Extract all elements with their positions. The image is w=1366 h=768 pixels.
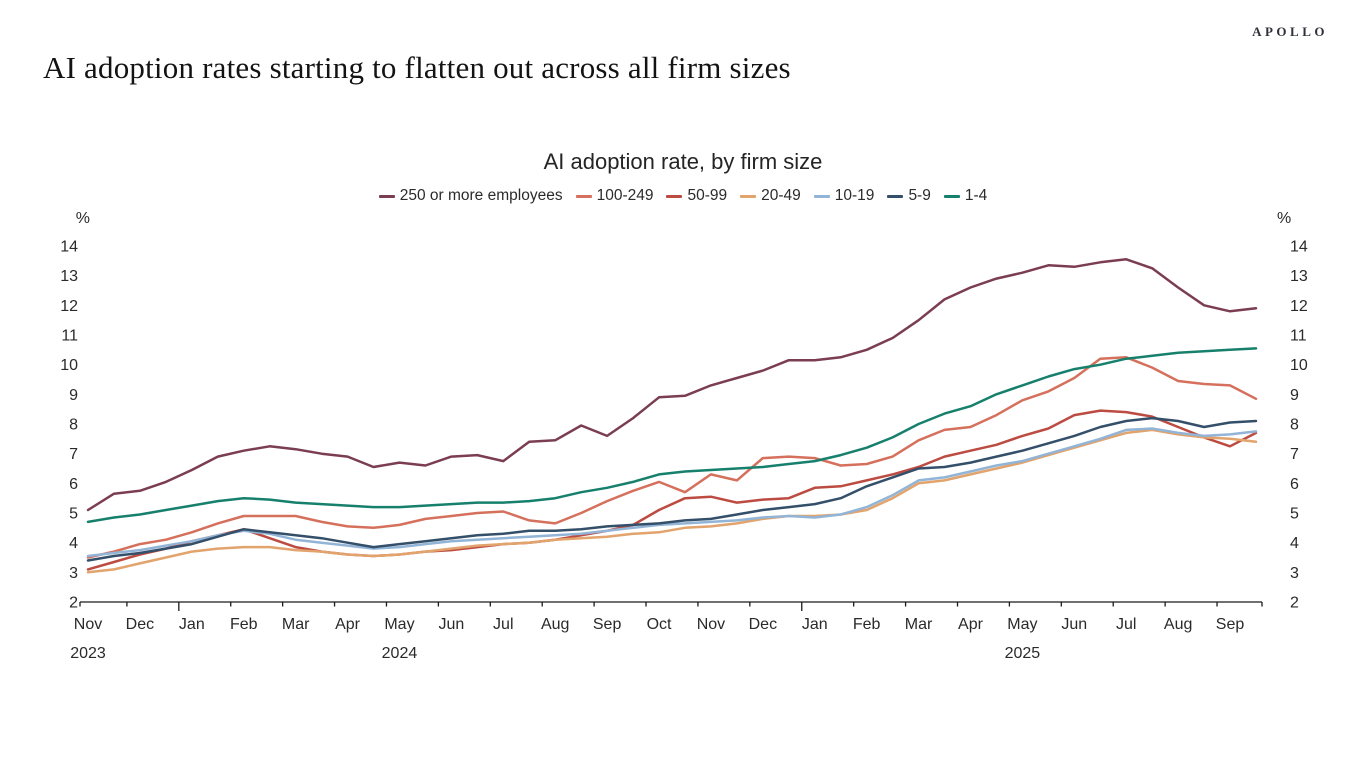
series-line-20-49 (86, 428, 1258, 574)
y-tick-label-right: 11 (1290, 328, 1307, 345)
y-tick-label-right: 8 (1290, 417, 1299, 434)
x-tick-label: Jul (1116, 616, 1136, 633)
x-tick-label: Sep (593, 616, 622, 633)
x-tick-label: Mar (905, 616, 933, 633)
legend-item-50-99: 50-99 (666, 187, 727, 205)
y-tick-label-right: 13 (1290, 268, 1308, 285)
legend-item-1-4: 1-4 (943, 187, 988, 205)
y-tick-label-right: 9 (1290, 387, 1299, 404)
legend-dash-icon (666, 194, 683, 198)
page-title: AI adoption rates starting to flatten ou… (43, 50, 791, 85)
legend-label: 250 or more employees (399, 187, 563, 204)
y-tick-label-right: 5 (1290, 506, 1299, 523)
chart-legend: 250 or more employees 100-249 50-99 20-49 10… (0, 187, 1366, 205)
x-tick-label: Apr (335, 616, 361, 633)
legend-label: 10-19 (834, 187, 875, 204)
legend-dash-icon (943, 194, 960, 198)
y-tick-label-right: 2 (1290, 595, 1299, 612)
x-tick-label: Oct (647, 616, 672, 633)
legend-label: 50-99 (687, 187, 728, 204)
x-tick-label: Feb (230, 616, 258, 633)
legend-dash-icon (740, 194, 757, 198)
y-tick-label-left: 11 (61, 328, 78, 345)
x-tick-label: Aug (541, 616, 569, 633)
legend-item-100-249: 100-249 (575, 187, 654, 205)
legend-item-250-or-more-employees: 250 or more employees (378, 187, 563, 205)
y-tick-label-left: 3 (69, 565, 78, 582)
series-line-250-or-more-employees (86, 258, 1258, 512)
x-tick-label: Jan (802, 616, 828, 633)
y-tick-label-left: 4 (69, 535, 78, 552)
y-axis-unit-left: % (76, 210, 90, 227)
legend-dash-icon (887, 194, 904, 198)
legend-item-10-19: 10-19 (813, 187, 875, 205)
y-tick-label-left: 8 (69, 417, 78, 434)
y-axis-unit-right: % (1277, 210, 1291, 227)
y-tick-label-left: 7 (69, 446, 78, 463)
x-tick-label: Feb (853, 616, 881, 633)
y-tick-label-right: 7 (1290, 446, 1299, 463)
legend-dash-icon (378, 194, 395, 198)
legend-label: 1-4 (964, 187, 988, 204)
legend-item-5-9: 5-9 (887, 187, 931, 205)
y-tick-label-right: 3 (1290, 565, 1299, 582)
legend-label: 100-249 (596, 187, 654, 204)
x-year-label: 2025 (1005, 645, 1041, 662)
y-tick-label-left: 9 (69, 387, 78, 404)
x-tick-label: Mar (282, 616, 310, 633)
x-tick-label: Jan (179, 616, 205, 633)
y-tick-label-right: 6 (1290, 476, 1299, 493)
series-line-50-99 (86, 409, 1258, 571)
y-tick-label-left: 2 (69, 595, 78, 612)
x-tick-label: May (384, 616, 414, 633)
legend-label: 20-49 (761, 187, 801, 204)
x-tick-label: Nov (697, 616, 725, 633)
x-tick-label: Jun (1061, 616, 1087, 633)
x-year-label: 2023 (70, 645, 106, 662)
chart-title: AI adoption rate, by firm size (543, 149, 823, 174)
y-tick-label-left: 12 (60, 298, 78, 315)
y-tick-label-right: 12 (1290, 298, 1308, 315)
x-tick-label: May (1007, 616, 1037, 633)
y-tick-label-left: 6 (69, 476, 78, 493)
y-tick-label-left: 5 (69, 506, 78, 523)
legend-dash-icon (575, 194, 592, 198)
y-tick-label-left: 13 (60, 268, 78, 285)
legend-dash-icon (813, 194, 830, 198)
x-tick-label: Sep (1216, 616, 1245, 633)
y-tick-label-right: 4 (1290, 535, 1299, 552)
legend-label: 5-9 (908, 187, 931, 204)
x-tick-label: Aug (1164, 616, 1192, 633)
x-tick-label: Dec (749, 616, 777, 633)
x-tick-label: Dec (126, 616, 154, 633)
series-line-100-249 (86, 356, 1258, 559)
y-tick-label-right: 14 (1290, 239, 1308, 256)
series-line-1-4 (86, 347, 1258, 524)
y-tick-label-right: 10 (1290, 357, 1308, 374)
series-line-10-19 (86, 427, 1258, 558)
legend-item-20-49: 20-49 (740, 187, 801, 205)
y-tick-label-left: 10 (60, 357, 78, 374)
x-tick-label: Nov (74, 616, 102, 633)
x-tick-label: Jun (438, 616, 464, 633)
y-tick-label-left: 14 (60, 239, 78, 256)
x-tick-label: Jul (493, 616, 513, 633)
series-line-5-9 (86, 416, 1258, 562)
apollo-logo: APOLLO (1252, 24, 1328, 39)
x-year-label: 2024 (382, 645, 418, 662)
x-tick-label: Apr (958, 616, 984, 633)
